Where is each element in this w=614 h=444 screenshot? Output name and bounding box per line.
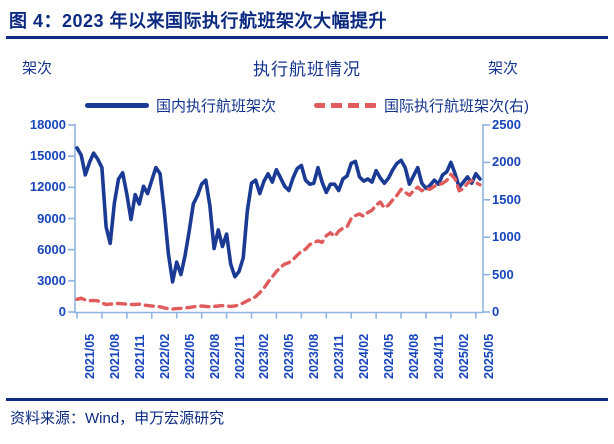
right-axis-unit-label: 架次	[488, 60, 519, 77]
footer-rule	[6, 398, 608, 401]
x-axis-tick-label: 2023/11	[332, 334, 347, 380]
right-axis-tick-label: 1500	[492, 191, 521, 207]
x-axis-tick-label: 2024/11	[431, 334, 446, 380]
x-axis-tick-label: 2022/02	[157, 333, 172, 379]
x-axis-tick-label: 2025/02	[456, 333, 471, 379]
left-axis-unit-label: 架次	[22, 60, 53, 77]
x-axis-tick-label: 2023/02	[257, 333, 272, 379]
left-axis-tick-label: 9000	[37, 210, 66, 226]
left-axis-tick-label: 18000	[29, 117, 66, 132]
x-axis-tick-label: 2021/08	[107, 333, 122, 379]
x-axis-tick-label: 2021/11	[132, 334, 147, 380]
left-axis-tick-label: 6000	[37, 241, 66, 257]
x-axis-tick-label: 2024/05	[382, 333, 397, 379]
x-axis-tick-label: 2021/05	[83, 333, 97, 379]
left-axis-tick-label: 15000	[29, 148, 66, 164]
right-axis-tick-label: 1000	[492, 229, 521, 245]
right-axis-tick-label: 500	[492, 266, 514, 282]
legend: 国内执行航班架次 国际执行航班架次(右)	[0, 94, 614, 116]
plot-area	[68, 124, 490, 319]
legend-item-domestic: 国内执行航班架次	[84, 95, 276, 116]
x-axis-tick-label: 2024/08	[407, 333, 422, 379]
source-note: 资料来源：Wind，申万宏源研究	[10, 410, 225, 427]
x-axis-tick-label: 2023/05	[282, 333, 297, 379]
legend-label-domestic: 国内执行航班架次	[155, 97, 276, 115]
right-axis-tick-label: 2500	[492, 117, 521, 132]
x-axis-tick-label: 2022/11	[232, 334, 247, 380]
x-axis-tick-label: 2022/08	[207, 333, 222, 379]
left-axis-tick-label: 0	[58, 304, 66, 319]
chart-title: 执行航班情况	[253, 60, 361, 79]
figure-title: 图 4：2023 年以来国际执行航班架次大幅提升	[9, 11, 388, 31]
domestic-flights-line	[75, 146, 482, 284]
x-axis-tick-label: 2022/05	[182, 333, 197, 379]
right-axis-tick-label: 2000	[492, 154, 521, 170]
x-axis-tick-label: 2023/08	[307, 333, 322, 379]
right-axis-tick-label: 0	[492, 304, 500, 319]
x-axis-tick-label: 2024/02	[357, 333, 372, 379]
international-flights-line	[75, 172, 482, 311]
title-underline	[6, 36, 608, 39]
legend-item-international: 国际执行航班架次(右)	[314, 95, 529, 116]
legend-label-international: 国际执行航班架次(右)	[384, 97, 529, 115]
international-line-swatch-icon	[314, 102, 377, 108]
x-axis-tick-label: 2025/05	[481, 333, 496, 379]
domestic-line-swatch-icon	[84, 102, 149, 108]
left-axis-tick-label: 3000	[37, 272, 66, 288]
left-axis-tick-label: 12000	[29, 179, 66, 195]
